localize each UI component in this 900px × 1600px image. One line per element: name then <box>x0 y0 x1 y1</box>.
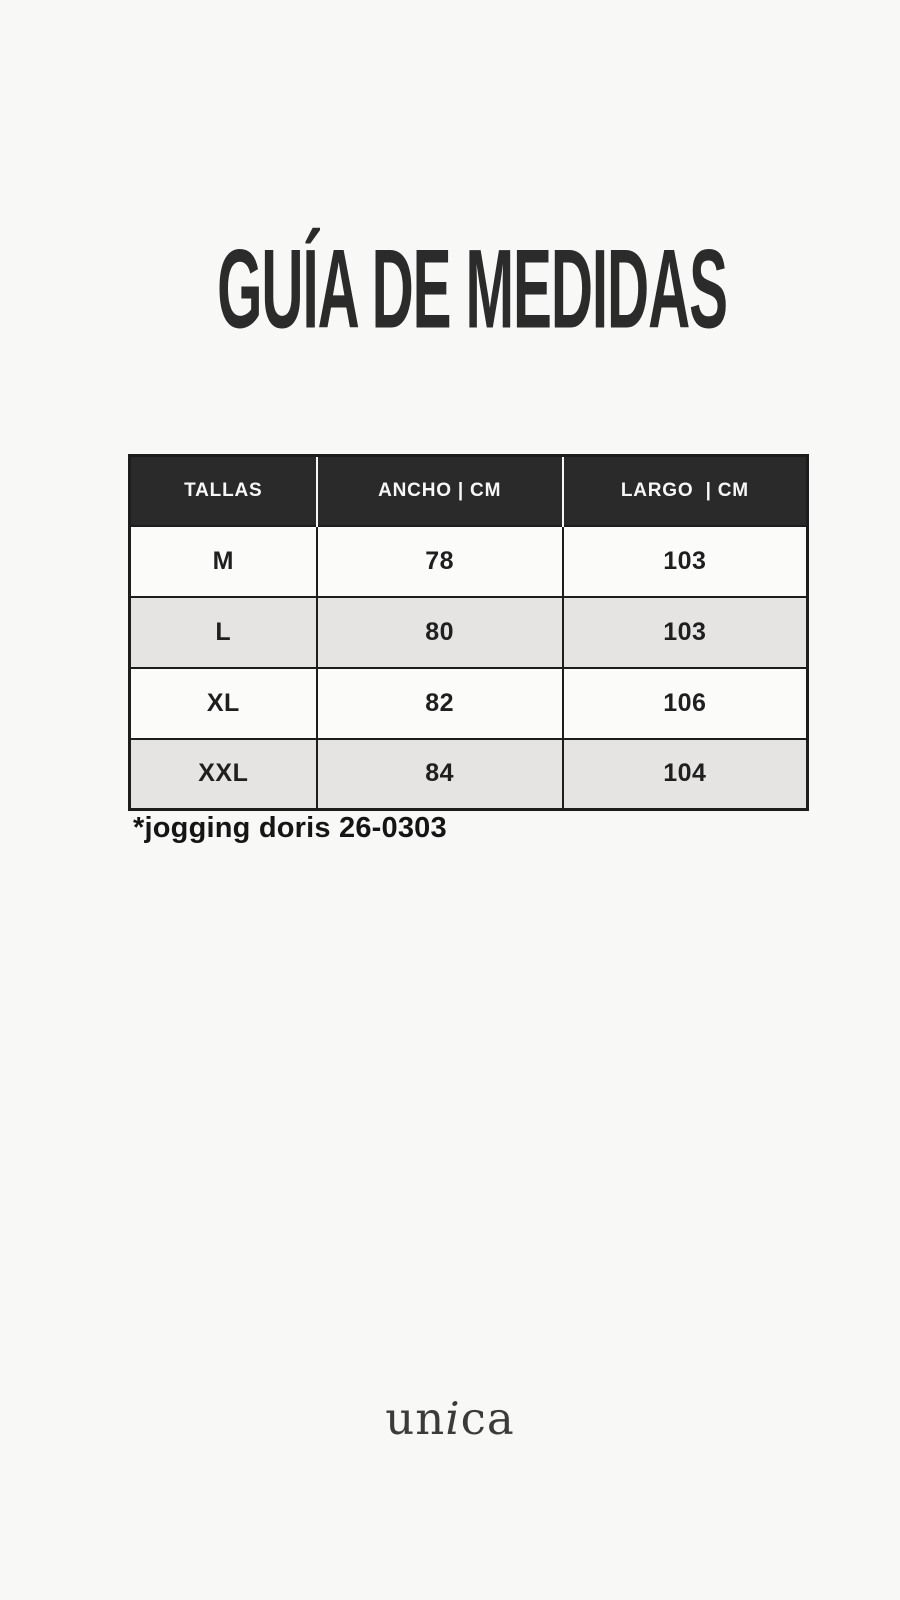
brand-logo-part: ca <box>460 1392 515 1445</box>
size-cell: XL <box>128 666 318 740</box>
table-row-m: M 78 103 <box>128 524 809 598</box>
table-row-l: L 80 103 <box>128 595 809 669</box>
brand-logo-italic-part: i <box>445 1392 461 1445</box>
length-cell: 106 <box>561 666 809 740</box>
column-header-tallas: TALLAS <box>129 455 317 526</box>
size-chart-table: TALLAS ANCHO | CM LARGO | CM M 78 103 L … <box>128 454 809 811</box>
width-cell: 80 <box>315 595 564 669</box>
brand-logo-part: un <box>385 1392 446 1445</box>
length-cell: 104 <box>561 737 809 811</box>
table-row-xl: XL 82 106 <box>128 666 809 740</box>
size-chart-header: TALLAS ANCHO | CM LARGO | CM <box>129 455 808 526</box>
size-cell: L <box>128 595 318 669</box>
page-title-container: GUÍA DE MEDIDAS <box>0 225 900 352</box>
column-header-ancho: ANCHO | CM <box>315 455 563 526</box>
table-row-xxl: XXL 84 104 <box>128 737 809 811</box>
column-header-largo: LARGO | CM <box>561 455 808 526</box>
brand-logo: unica <box>0 1392 900 1445</box>
length-cell: 103 <box>561 595 809 669</box>
length-cell: 103 <box>561 524 809 598</box>
size-cell: XXL <box>128 737 318 811</box>
product-footnote: *jogging doris 26-0303 <box>133 812 447 844</box>
header-row: TALLAS ANCHO | CM LARGO | CM <box>129 455 808 526</box>
page-title: GUÍA DE MEDIDAS <box>217 225 728 352</box>
width-cell: 82 <box>315 666 564 740</box>
width-cell: 78 <box>315 524 564 598</box>
width-cell: 84 <box>315 737 564 811</box>
size-cell: M <box>128 524 318 598</box>
